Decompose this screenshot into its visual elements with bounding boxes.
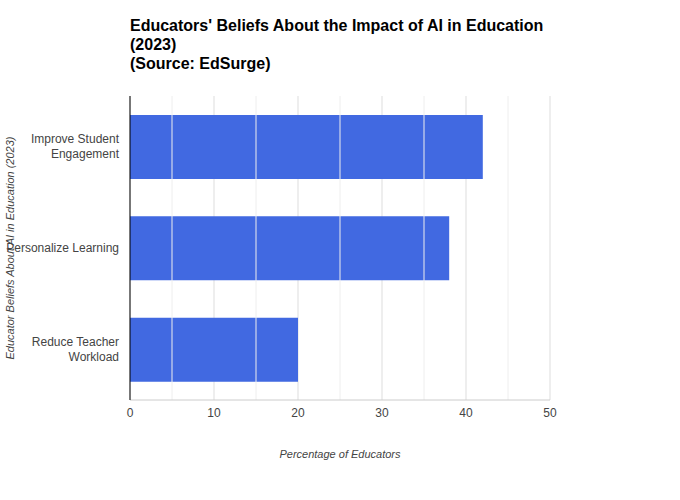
svg-text:40: 40 <box>459 406 473 420</box>
svg-text:30: 30 <box>375 406 389 420</box>
svg-text:20: 20 <box>291 406 305 420</box>
svg-text:50: 50 <box>543 406 557 420</box>
html-text:Educators' Beliefs About the I: Educators' Beliefs About the Impact of A… <box>130 17 544 53</box>
svg-text:Personalize Learning: Personalize Learning <box>8 241 119 255</box>
svg-text:10: 10 <box>207 406 221 420</box>
svg-text:Improve StudentEngagement: Improve StudentEngagement <box>31 132 120 161</box>
svg-text:Percentage of Educators: Percentage of Educators <box>279 448 401 460</box>
svg-text:Educator Beliefs About AI in E: Educator Beliefs About AI in Education (… <box>8 136 16 359</box>
svg-text:0: 0 <box>127 406 134 420</box>
svg-text:Reduce TeacherWorkload: Reduce TeacherWorkload <box>32 335 119 364</box>
html-text:(Source: EdSurge): (Source: EdSurge) <box>130 55 271 72</box>
